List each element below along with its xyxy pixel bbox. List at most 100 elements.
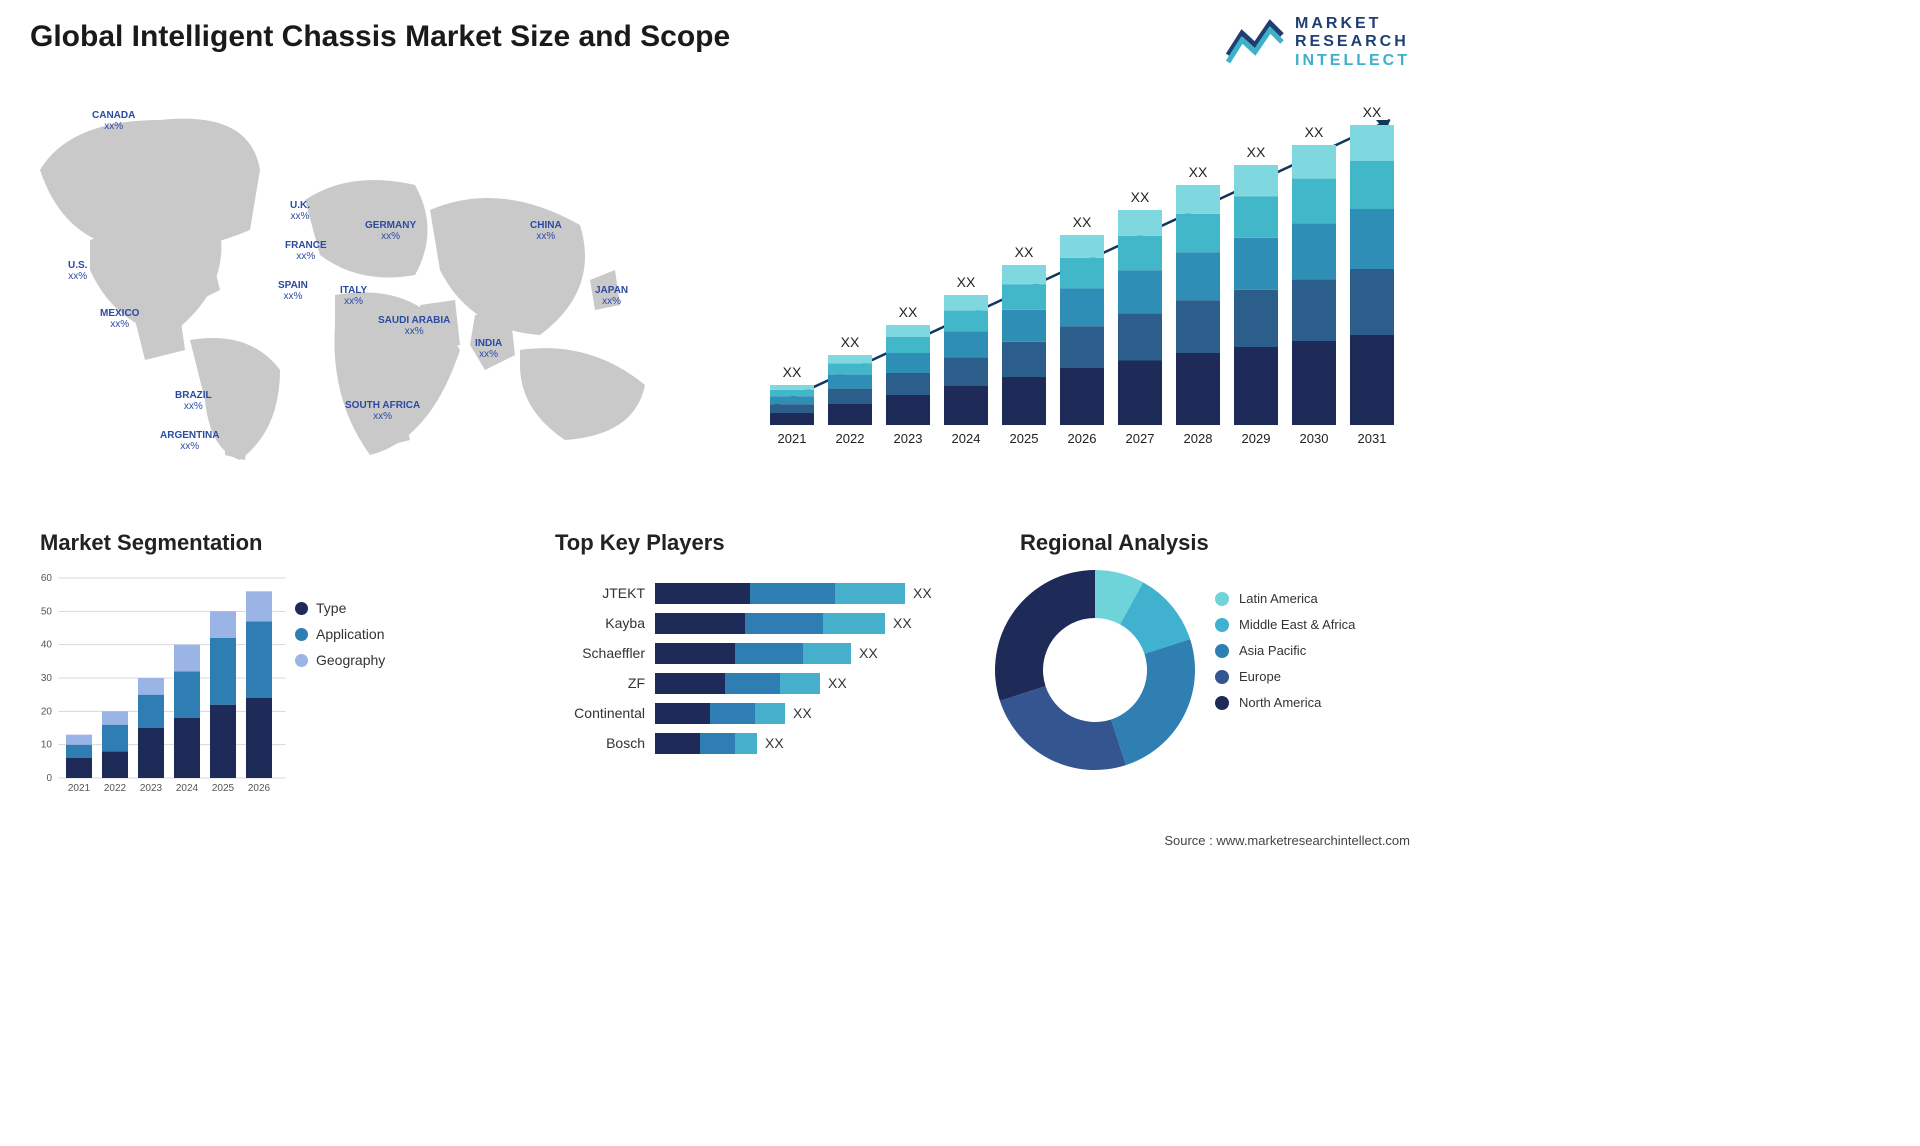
map-label: FRANCExx% (285, 240, 327, 262)
key-player-name: Kayba (555, 615, 655, 631)
key-player-row: Continental XX (555, 701, 975, 725)
map-label: ITALYxx% (340, 285, 367, 307)
source-attribution: Source : www.marketresearchintellect.com (1164, 833, 1410, 848)
key-player-row: Schaeffler XX (555, 641, 975, 665)
donut-chart (990, 565, 1200, 775)
map-label: GERMANYxx% (365, 220, 416, 242)
key-player-row: ZF XX (555, 671, 975, 695)
svg-text:XX: XX (957, 274, 976, 290)
svg-text:2025: 2025 (212, 783, 235, 794)
svg-text:2022: 2022 (104, 783, 127, 794)
svg-text:2031: 2031 (1358, 431, 1387, 446)
key-player-name: Continental (555, 705, 655, 721)
regional-title: Regional Analysis (1020, 530, 1209, 556)
svg-text:XX: XX (1189, 164, 1208, 180)
legend-item: Application (295, 626, 385, 642)
segmentation-legend: Type Application Geography (295, 590, 385, 678)
svg-text:XX: XX (1247, 144, 1266, 160)
svg-text:XX: XX (899, 304, 918, 320)
svg-text:60: 60 (41, 573, 53, 584)
page-title: Global Intelligent Chassis Market Size a… (30, 20, 730, 54)
map-label: SPAINxx% (278, 280, 308, 302)
svg-text:2023: 2023 (894, 431, 923, 446)
regional-legend: Latin America Middle East & Africa Asia Pa… (1215, 580, 1355, 721)
map-label: SAUDI ARABIAxx% (378, 315, 450, 337)
logo-line1: MARKET (1295, 15, 1410, 33)
svg-text:XX: XX (1073, 214, 1092, 230)
key-player-name: ZF (555, 675, 655, 691)
svg-text:50: 50 (41, 606, 53, 617)
map-label: BRAZILxx% (175, 390, 212, 412)
svg-text:XX: XX (841, 334, 860, 350)
legend-item: Type (295, 600, 385, 616)
key-player-value: XX (828, 675, 847, 691)
svg-text:2021: 2021 (68, 783, 91, 794)
svg-text:XX: XX (1305, 124, 1324, 140)
brand-logo: MARKET RESEARCH INTELLECT (1225, 15, 1410, 70)
map-label: JAPANxx% (595, 285, 628, 307)
key-players-chart: JTEKTXXKaybaXXSchaefflerXXZFXXContinenta… (555, 575, 975, 761)
key-player-bar (655, 643, 851, 664)
key-player-row: Bosch XX (555, 731, 975, 755)
map-label: SOUTH AFRICAxx% (345, 400, 420, 422)
svg-text:2021: 2021 (778, 431, 807, 446)
key-player-bar (655, 703, 785, 724)
map-label: INDIAxx% (475, 338, 502, 360)
growth-bar-chart: XX 2021 XX 2022 XX 2023 XX 2024 XX 2025 XX 2026 XX 20… (750, 90, 1410, 460)
map-label: ARGENTINAxx% (160, 430, 219, 452)
svg-text:10: 10 (41, 740, 53, 751)
key-players-title: Top Key Players (555, 530, 725, 556)
legend-item: Asia Pacific (1215, 643, 1355, 658)
svg-text:XX: XX (1363, 104, 1382, 120)
map-label: U.S.xx% (68, 260, 87, 282)
key-player-bar (655, 673, 820, 694)
legend-item: North America (1215, 695, 1355, 710)
legend-item: Latin America (1215, 591, 1355, 606)
key-player-name: JTEKT (555, 585, 655, 601)
segmentation-title: Market Segmentation (40, 530, 263, 556)
map-label: U.K.xx% (290, 200, 310, 222)
legend-item: Middle East & Africa (1215, 617, 1355, 632)
key-player-name: Bosch (555, 735, 655, 751)
svg-text:2024: 2024 (176, 783, 199, 794)
svg-text:2022: 2022 (836, 431, 865, 446)
svg-text:20: 20 (41, 706, 53, 717)
key-player-value: XX (765, 735, 784, 751)
key-player-value: XX (859, 645, 878, 661)
svg-text:30: 30 (41, 673, 53, 684)
logo-line2: RESEARCH (1295, 33, 1410, 51)
svg-text:0: 0 (46, 773, 52, 784)
key-player-bar (655, 733, 757, 754)
key-player-value: XX (893, 615, 912, 631)
svg-text:2025: 2025 (1010, 431, 1039, 446)
key-player-value: XX (913, 585, 932, 601)
svg-text:XX: XX (1131, 189, 1150, 205)
svg-text:2028: 2028 (1184, 431, 1213, 446)
segmentation-chart: 0 10 20 30 40 50 60 2021 2022 2023 2024 2025 2026 (30, 570, 290, 800)
svg-text:2023: 2023 (140, 783, 163, 794)
svg-text:XX: XX (1015, 244, 1034, 260)
svg-text:2024: 2024 (952, 431, 981, 446)
world-map: CANADAxx% U.S.xx% MEXICOxx% BRAZILxx% ARGENT… (20, 90, 700, 470)
key-player-value: XX (793, 705, 812, 721)
svg-text:2026: 2026 (1068, 431, 1097, 446)
key-player-name: Schaeffler (555, 645, 655, 661)
legend-item: Europe (1215, 669, 1355, 684)
key-player-bar (655, 583, 905, 604)
logo-mark-icon (1225, 15, 1285, 70)
key-player-row: Kayba XX (555, 611, 975, 635)
svg-text:2027: 2027 (1126, 431, 1155, 446)
svg-text:XX: XX (783, 364, 802, 380)
legend-item: Geography (295, 652, 385, 668)
key-player-bar (655, 613, 885, 634)
svg-text:40: 40 (41, 640, 53, 651)
key-player-row: JTEKT XX (555, 581, 975, 605)
map-label: CANADAxx% (92, 110, 135, 132)
svg-text:2029: 2029 (1242, 431, 1271, 446)
logo-text: MARKET RESEARCH INTELLECT (1295, 15, 1410, 70)
svg-text:2026: 2026 (248, 783, 271, 794)
svg-text:2030: 2030 (1300, 431, 1329, 446)
map-label: MEXICOxx% (100, 308, 139, 330)
map-label: CHINAxx% (530, 220, 562, 242)
logo-line3: INTELLECT (1295, 52, 1410, 70)
